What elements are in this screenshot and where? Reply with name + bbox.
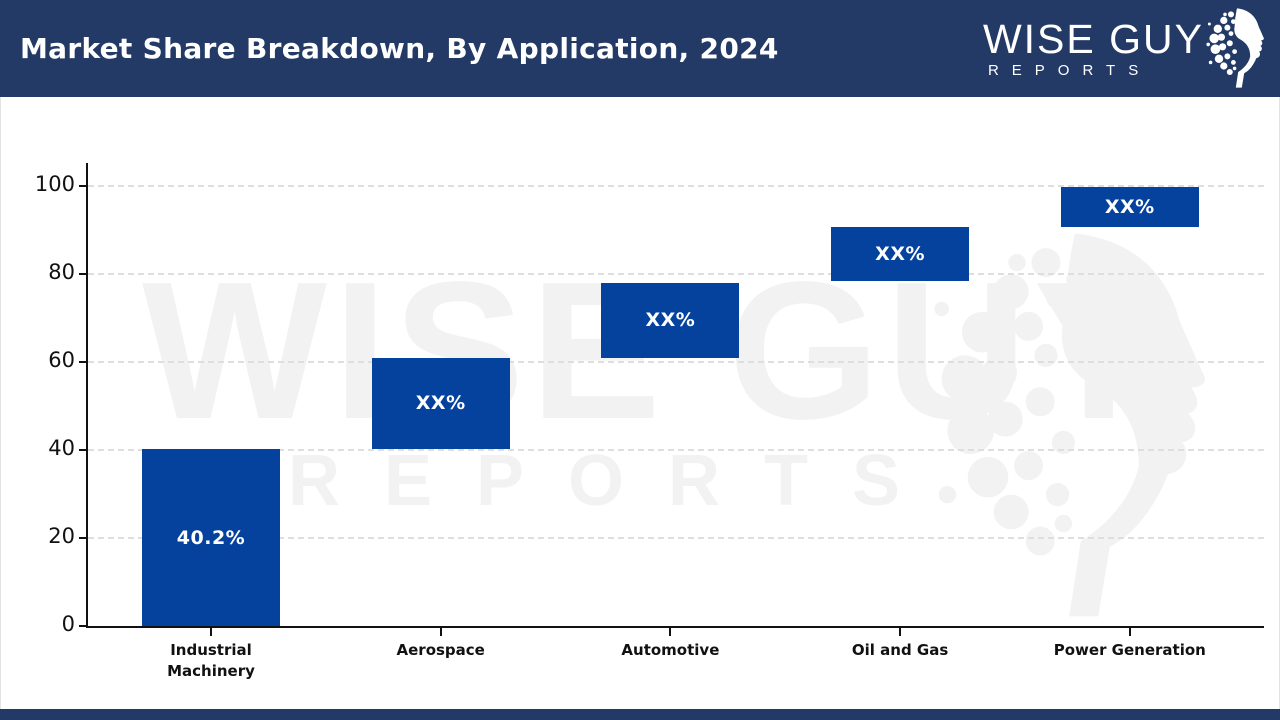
bar-value-label: XX% — [875, 242, 926, 265]
x-category-label: Aerospace — [326, 640, 556, 661]
bar-value-label: XX% — [1104, 196, 1155, 219]
x-category-label: Automotive — [555, 640, 785, 661]
y-axis-line — [86, 163, 88, 628]
gridline-60 — [88, 361, 1264, 363]
watermark-head-logo — [930, 222, 1220, 628]
x-category-label: Oil and Gas — [785, 640, 1015, 661]
y-tick-label-20: 20 — [48, 524, 75, 548]
bar-oil-and-gas: XX% — [831, 227, 970, 281]
gridline-80 — [88, 273, 1264, 275]
brand-logo: WISE GUY REPORTS — [983, 6, 1268, 90]
bar-industrial-machinery: 40.2% — [142, 449, 280, 626]
y-tickmark-100 — [79, 185, 88, 187]
y-tick-label-100: 100 — [34, 172, 75, 196]
x-category-label-line: Machinery — [167, 662, 255, 680]
y-tick-label-60: 60 — [48, 348, 75, 372]
x-tickmark-1 — [439, 628, 442, 636]
page-title: Market Share Breakdown, By Application, … — [20, 32, 779, 65]
x-category-label-line: Aerospace — [396, 641, 485, 659]
x-category-label: Industrial Machinery — [96, 640, 326, 682]
gridline-40 — [88, 449, 1264, 451]
y-tickmark-20 — [79, 537, 88, 539]
brand-logo-secondary: REPORTS — [987, 62, 1152, 79]
bar-power-generation: XX% — [1060, 186, 1199, 228]
y-tick-label-0: 0 — [61, 612, 75, 636]
x-category-label-line: Power Generation — [1053, 641, 1206, 659]
x-axis-line — [86, 626, 1264, 628]
x-category-label: Power Generation — [1015, 640, 1245, 661]
gridline-100 — [88, 185, 1264, 187]
y-tickmark-60 — [79, 361, 88, 363]
x-tickmark-3 — [899, 628, 902, 636]
bar-value-label: XX% — [645, 309, 696, 332]
x-category-label-line: Automotive — [621, 641, 720, 659]
y-tickmark-0 — [79, 625, 88, 627]
brand-logo-primary: WISE GUY — [982, 16, 1204, 62]
header-bar: Market Share Breakdown, By Application, … — [0, 0, 1280, 97]
x-tickmark-4 — [1128, 628, 1131, 636]
bar-aerospace: XX% — [371, 357, 510, 450]
y-tickmark-40 — [79, 449, 88, 451]
bar-value-label: 40.2% — [176, 526, 246, 549]
bar-value-label: XX% — [415, 392, 466, 415]
footer-bar — [0, 709, 1280, 720]
x-category-label-line: Industrial — [170, 641, 252, 659]
x-tickmark-0 — [210, 628, 212, 636]
y-tick-label-80: 80 — [48, 260, 75, 284]
watermark-text-secondary: REPORTS — [288, 441, 945, 521]
x-tickmark-2 — [669, 628, 672, 636]
gridline-20 — [88, 537, 1264, 539]
brand-logo-text: WISE GUY REPORTS — [983, 16, 1204, 80]
brand-head-icon — [1206, 6, 1268, 90]
y-tick-label-40: 40 — [48, 436, 75, 460]
y-tickmark-80 — [79, 273, 88, 275]
x-category-label-line: Oil and Gas — [851, 641, 949, 659]
bar-automotive: XX% — [601, 282, 740, 358]
